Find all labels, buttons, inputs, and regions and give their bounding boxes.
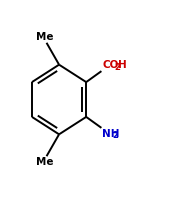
- Text: Me: Me: [36, 157, 54, 167]
- Text: NH: NH: [102, 129, 120, 139]
- Text: 2: 2: [113, 131, 118, 140]
- Text: 2: 2: [115, 63, 120, 72]
- Text: CO: CO: [102, 60, 119, 70]
- Text: Me: Me: [36, 32, 54, 42]
- Text: H: H: [118, 60, 127, 70]
